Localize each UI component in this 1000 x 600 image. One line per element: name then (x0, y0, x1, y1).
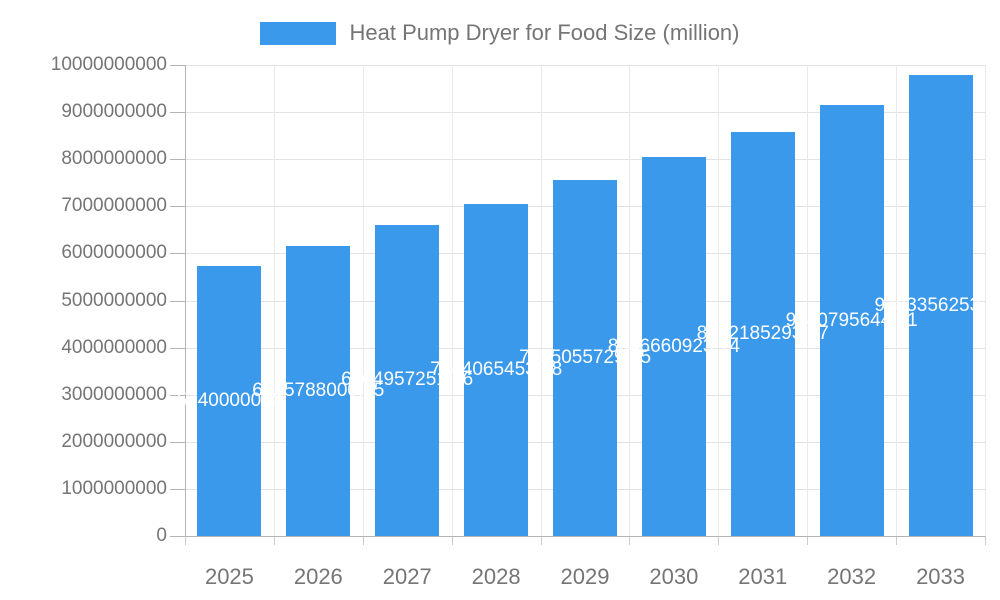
x-tick-mark (540, 536, 542, 545)
y-tick-mark (170, 159, 185, 161)
x-axis-tick-label-2029: 2029 (560, 564, 610, 589)
bar-2025[interactable] (197, 265, 262, 536)
x-tick-mark (185, 536, 186, 545)
x-axis-tick-label-2032: 2032 (827, 564, 877, 589)
y-axis-tick-label: 4000000000 (61, 336, 167, 358)
y-gridline (185, 159, 985, 161)
legend-swatch (260, 21, 337, 45)
x-tick-mark (362, 536, 364, 545)
y-axis-tick-label: 2000000000 (61, 430, 167, 452)
x-tick-mark (896, 536, 898, 545)
y-gridline (185, 65, 985, 66)
x-gridline (451, 65, 453, 536)
x-gridline (718, 65, 720, 536)
y-tick-mark (170, 394, 185, 396)
x-tick-mark (985, 536, 986, 545)
x-gridline (629, 65, 631, 536)
x-tick-mark (629, 536, 631, 545)
bar-2033[interactable] (908, 75, 973, 536)
legend-label: Heat Pump Dryer for Food Size (million) (349, 20, 740, 45)
x-tick-mark (451, 536, 453, 545)
y-tick-mark (170, 347, 185, 349)
x-axis-tick-label-2026: 2026 (293, 564, 343, 589)
y-axis-tick-label: 3000000000 (61, 383, 167, 405)
y-tick-mark (170, 441, 185, 443)
y-tick-mark (170, 536, 185, 537)
bar-2029[interactable] (553, 180, 617, 536)
x-gridline (807, 65, 809, 536)
y-tick-mark (170, 253, 185, 255)
x-gridline (985, 65, 986, 536)
y-tick-mark (170, 206, 185, 208)
bar-2026[interactable] (286, 246, 351, 536)
y-tick-mark (170, 112, 185, 114)
x-axis-tick-label-2033: 2033 (916, 564, 966, 589)
x-gridline (540, 65, 542, 536)
x-tick-mark (718, 536, 720, 545)
y-tick-mark (170, 300, 185, 302)
x-tick-mark (807, 536, 809, 545)
x-axis-tick-label-2031: 2031 (738, 564, 788, 589)
y-axis-tick-label: 8000000000 (61, 148, 167, 170)
bar-2027[interactable] (375, 224, 440, 536)
y-axis-tick-label: 7000000000 (61, 195, 167, 217)
bar-2031[interactable] (730, 132, 795, 536)
x-axis-tick-label-2028: 2028 (471, 564, 521, 589)
y-axis-tick-label: 0 (156, 525, 167, 546)
x-axis-tick-label-2027: 2027 (382, 564, 432, 589)
chart-legend[interactable]: Heat Pump Dryer for Food Size (million) (0, 20, 1000, 46)
x-gridline (362, 65, 364, 536)
y-axis-tick-label: 6000000000 (61, 242, 167, 264)
y-axis-tick-label: 1000000000 (61, 477, 167, 499)
bar-2030[interactable] (641, 157, 706, 536)
y-axis-line (185, 65, 186, 536)
x-gridline (273, 65, 275, 536)
x-axis-line (185, 536, 985, 537)
x-tick-mark (273, 536, 275, 545)
x-axis-tick-label-2025: 2025 (204, 564, 254, 589)
y-tick-mark (170, 488, 185, 490)
y-gridline (185, 112, 985, 114)
bar-2028[interactable] (464, 204, 529, 536)
y-axis-tick-label: 9000000000 (61, 101, 167, 123)
y-axis-tick-label: 5000000000 (61, 289, 167, 311)
x-axis-tick-label-2030: 2030 (649, 564, 699, 589)
x-gridline (896, 65, 898, 536)
y-axis-tick-label: 10000000000 (50, 54, 167, 75)
bar-2032[interactable] (819, 105, 884, 536)
y-tick-mark (170, 65, 185, 66)
